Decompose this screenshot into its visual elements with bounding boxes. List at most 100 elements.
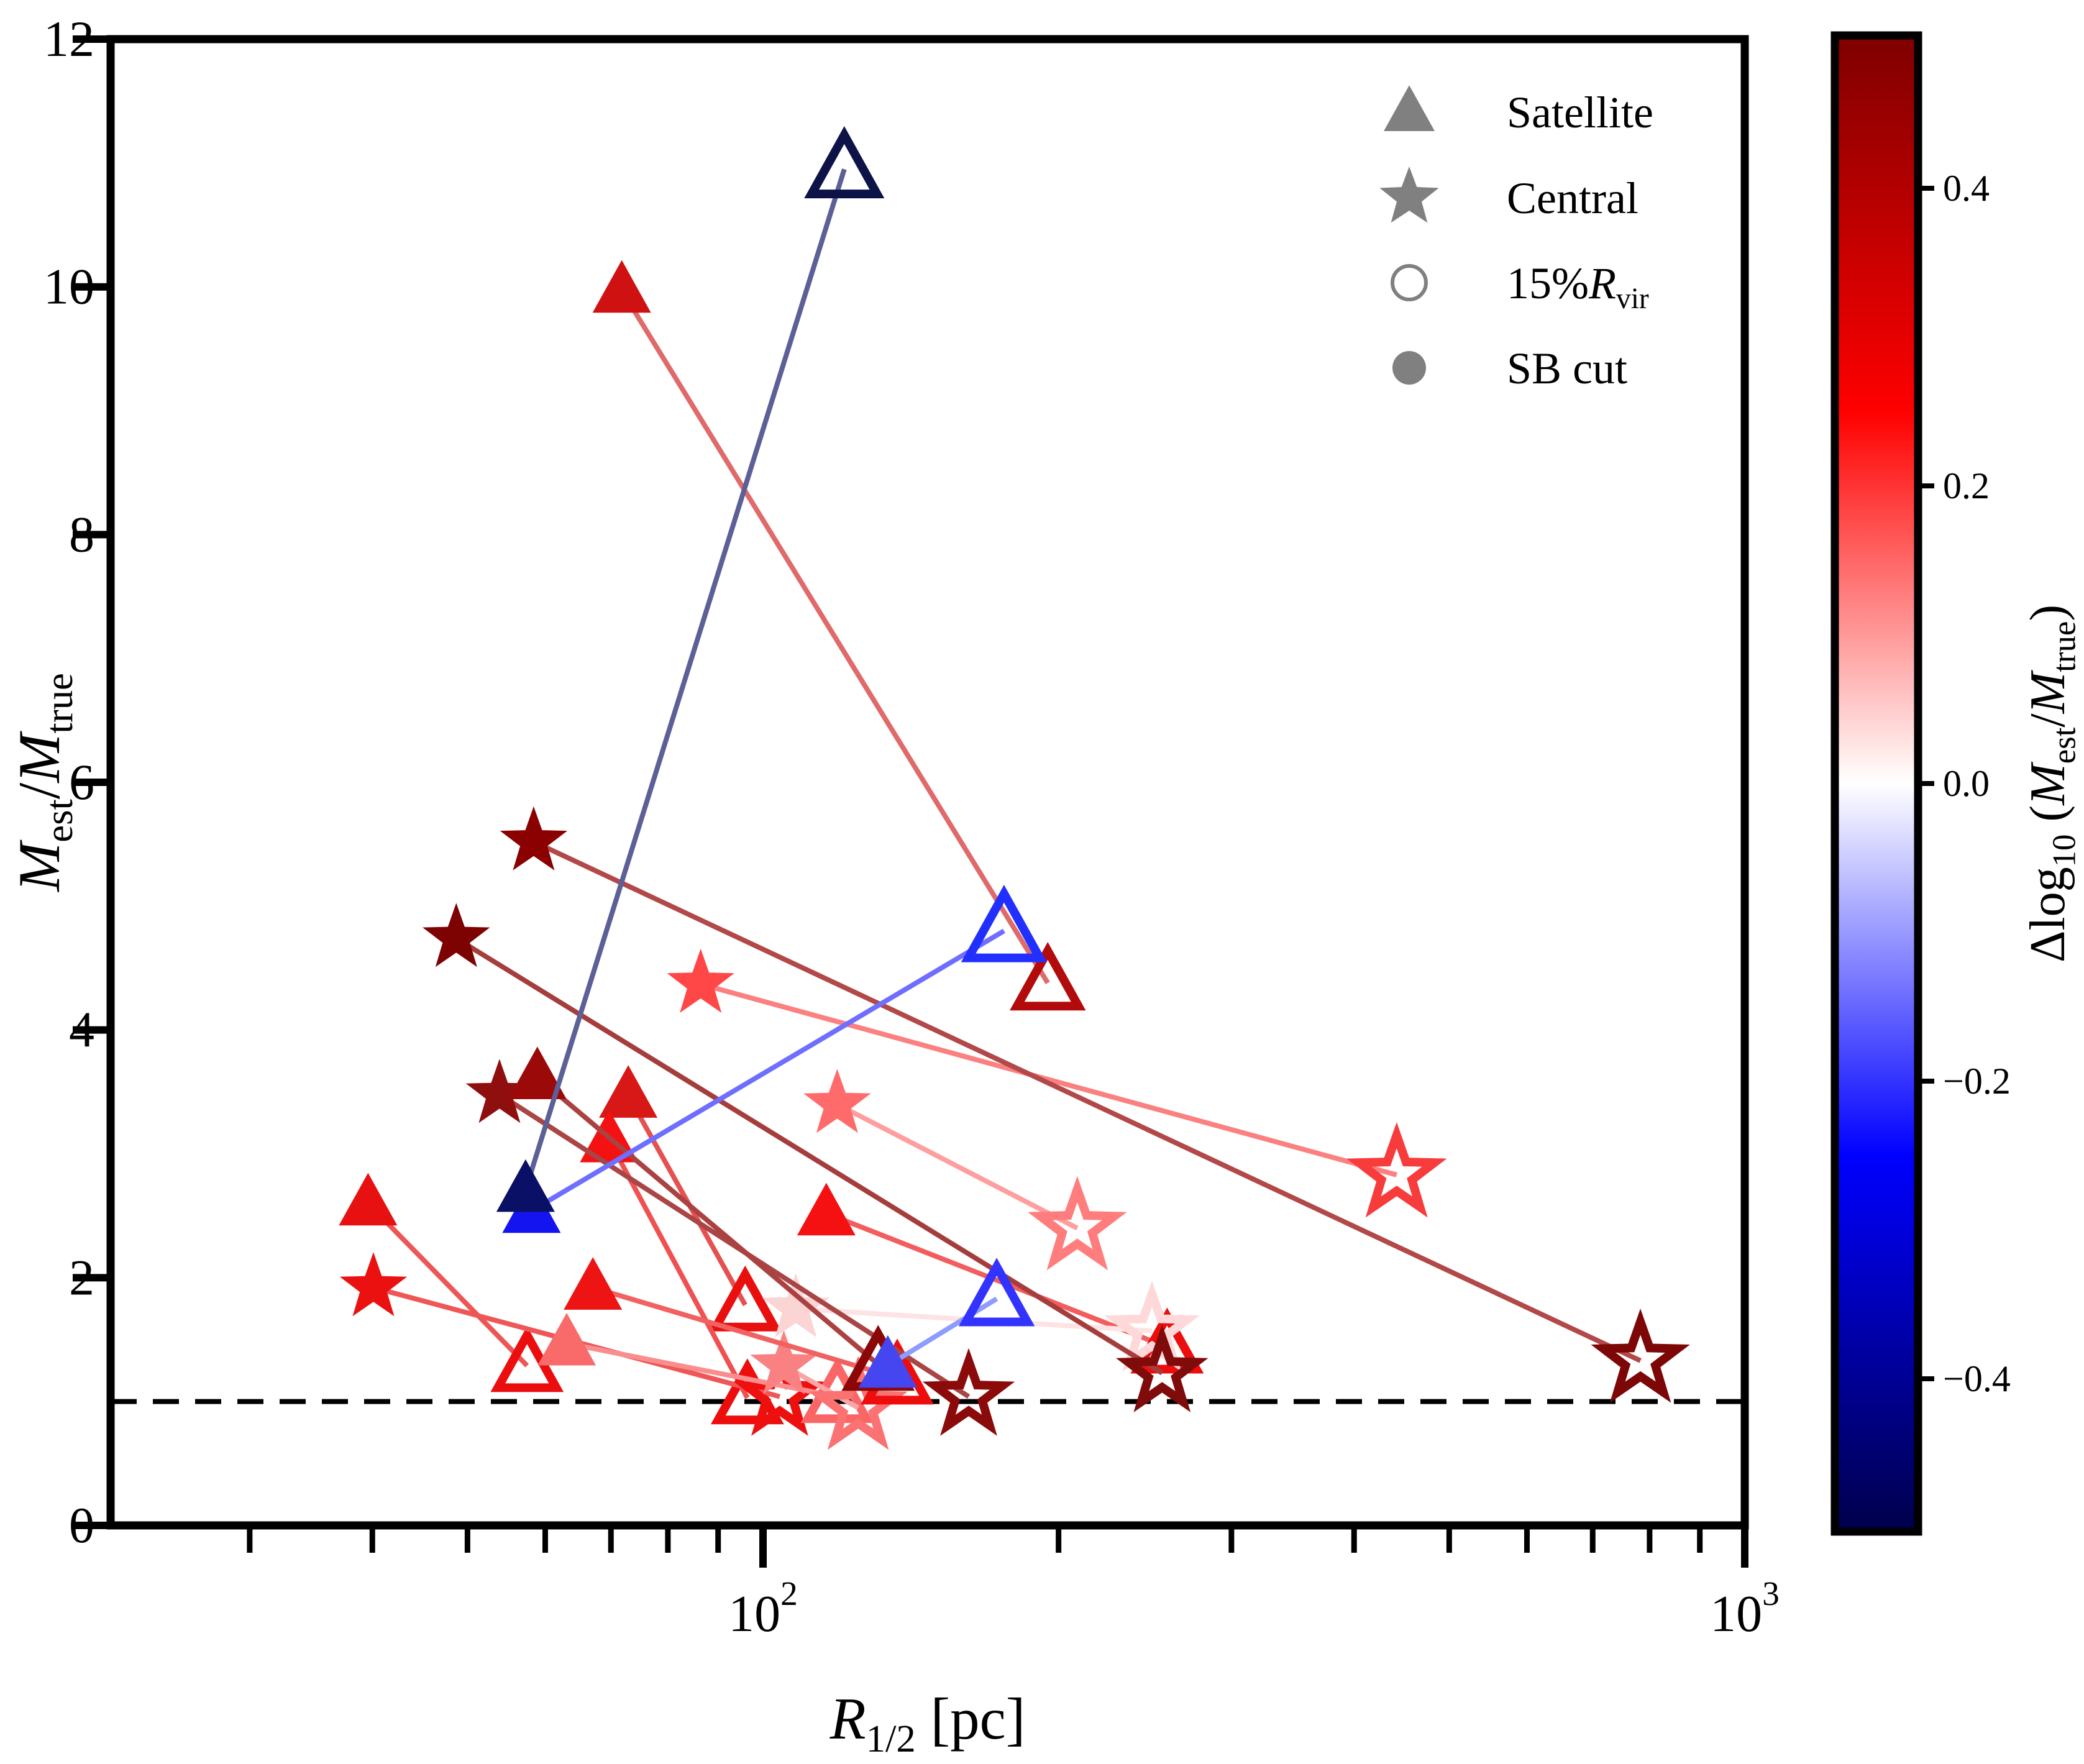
label-part: vir xyxy=(1616,283,1649,315)
colorbar-tick-label-2: 0.0 xyxy=(1943,763,1990,804)
sbcut-filled-marker-p14 xyxy=(339,1252,408,1317)
pair-line-p15 xyxy=(700,982,1397,1177)
label-part: ( xyxy=(2021,805,2075,834)
pair-line-p10 xyxy=(606,1139,750,1399)
label-part: 15% xyxy=(1507,258,1589,308)
y-tick-label-1: 2 xyxy=(69,1249,94,1305)
sbcut-filled-marker-p6 xyxy=(423,903,490,967)
label-part: 10 xyxy=(728,1585,780,1643)
rvir-open-marker-p7 xyxy=(922,1348,1015,1436)
label-part: M xyxy=(6,731,72,784)
pair-p1-satellite xyxy=(496,126,885,1212)
pair-line-p12 xyxy=(366,1201,529,1368)
y-tick-label-4: 8 xyxy=(69,506,94,562)
rvir-open-marker-p3 xyxy=(961,884,1048,962)
label-part: M xyxy=(6,839,72,893)
colorbar: 0.4 0.2 0.0 −0.2 −0.4 Δlog10 (Mest/Mtrue) xyxy=(1830,31,2083,1536)
rvir-open-marker-p1 xyxy=(804,126,885,199)
pair-line-p13 xyxy=(566,1341,838,1399)
colorbar-tick-label-4: −0.4 xyxy=(1943,1358,2011,1399)
legend-label-0: Satellite xyxy=(1507,88,1653,137)
pair-p15-central xyxy=(667,948,1447,1218)
x-axis-label: R1/2 [pc] xyxy=(829,1686,1026,1760)
pair-p17-central xyxy=(750,1330,908,1450)
legend-satellite-triangle-icon xyxy=(1384,85,1435,131)
rvir-open-marker-p14 xyxy=(733,1348,826,1436)
legend-rvir-open-circle-icon xyxy=(1391,264,1428,301)
legend-label-2: 15%Rvir xyxy=(1507,258,1649,315)
rvir-open-marker-p15 xyxy=(1346,1122,1447,1218)
label-part: est xyxy=(37,799,81,843)
rvir-open-marker-p5 xyxy=(1591,1309,1690,1403)
rvir-open-marker-p9 xyxy=(708,1265,782,1332)
sbcut-filled-marker-p11 xyxy=(564,1257,623,1310)
y-tick-label-3: 6 xyxy=(69,754,94,810)
colorbar-tick-label-0: 0.4 xyxy=(1943,168,1990,209)
label-part: 1/2 xyxy=(866,1717,916,1760)
legend-central-star-icon xyxy=(1379,167,1439,223)
pair-p2-satellite xyxy=(592,260,1086,1011)
label-part: 10 xyxy=(1710,1585,1762,1643)
x-tick-label-1: 103 xyxy=(1710,1574,1780,1643)
pair-line-p3 xyxy=(530,928,1005,1213)
label-part: Δlog xyxy=(2021,867,2075,962)
sbcut-filled-marker-p19 xyxy=(797,1182,856,1236)
label-part: true xyxy=(2047,621,2083,672)
pair-line-p16 xyxy=(836,1102,1079,1231)
label-part: [pc] xyxy=(916,1686,1026,1752)
sbcut-filled-marker-p9 xyxy=(599,1065,658,1118)
label-part: 10 xyxy=(2047,834,2083,867)
sbcut-filled-marker-p4 xyxy=(858,1335,917,1388)
legend-sbcut-filled-circle-icon xyxy=(1392,351,1426,385)
x-tick-label-0: 102 xyxy=(728,1574,798,1643)
colorbar-axis-label: Δlog10 (Mest/Mtrue) xyxy=(2021,605,2083,962)
colorbar-tick-label-3: −0.2 xyxy=(1943,1061,2011,1102)
pair-p16-central xyxy=(803,1069,1127,1271)
label-part: 2 xyxy=(780,1574,798,1612)
label-part: Central xyxy=(1507,173,1638,223)
label-part: R xyxy=(1588,258,1616,308)
legend-label-3: SB cut xyxy=(1507,344,1627,393)
sbcut-filled-marker-p2 xyxy=(592,260,651,313)
rvir-open-marker-p2 xyxy=(1010,941,1086,1011)
label-part: est xyxy=(2047,727,2083,764)
pair-line-p1 xyxy=(523,168,847,1191)
sbcut-filled-marker-p12 xyxy=(339,1172,398,1226)
label-part: SB cut xyxy=(1507,344,1627,393)
pair-line-p4 xyxy=(886,1296,999,1368)
label-part: true xyxy=(37,673,81,733)
pair-line-p2 xyxy=(619,289,1050,985)
y-tick-label-6: 12 xyxy=(43,11,94,67)
rvir-open-marker-p4 xyxy=(958,1258,1035,1327)
label-part: 3 xyxy=(1762,1574,1780,1612)
label-part: / xyxy=(2021,713,2075,728)
sbcut-filled-marker-p17 xyxy=(750,1330,818,1394)
sbcut-filled-marker-p15 xyxy=(667,948,734,1013)
legend-label-1: Central xyxy=(1507,173,1638,223)
y-tick-label-2: 4 xyxy=(69,1002,94,1058)
y-axis-label: Mest/Mtrue xyxy=(6,673,81,893)
label-part: Satellite xyxy=(1507,88,1653,137)
plot-data-layer xyxy=(339,126,1690,1450)
pair-p4-satellite xyxy=(858,1258,1035,1388)
pair-line-p8 xyxy=(536,1075,880,1366)
label-part: / xyxy=(6,782,72,799)
sbcut-filled-marker-p7 xyxy=(465,1059,534,1123)
rvir-open-marker-p16 xyxy=(1028,1176,1127,1271)
y-tick-label-5: 10 xyxy=(43,258,94,315)
pair-line-p11 xyxy=(592,1285,898,1381)
sbcut-filled-marker-p1 xyxy=(496,1159,555,1212)
sbcut-filled-marker-p13 xyxy=(537,1312,596,1366)
label-part: R xyxy=(829,1686,866,1752)
rvir-open-marker-p18 xyxy=(1104,1281,1200,1372)
legend: Satellite Central 15%Rvir SB cut xyxy=(1379,85,1653,393)
pair-p6-central xyxy=(423,903,1209,1412)
rvir-open-marker-p17 xyxy=(808,1355,908,1450)
plot-border xyxy=(106,35,1749,1530)
pair-line-p5 xyxy=(532,839,1642,1363)
colorbar-tick-label-1: 0.2 xyxy=(1943,465,1990,506)
